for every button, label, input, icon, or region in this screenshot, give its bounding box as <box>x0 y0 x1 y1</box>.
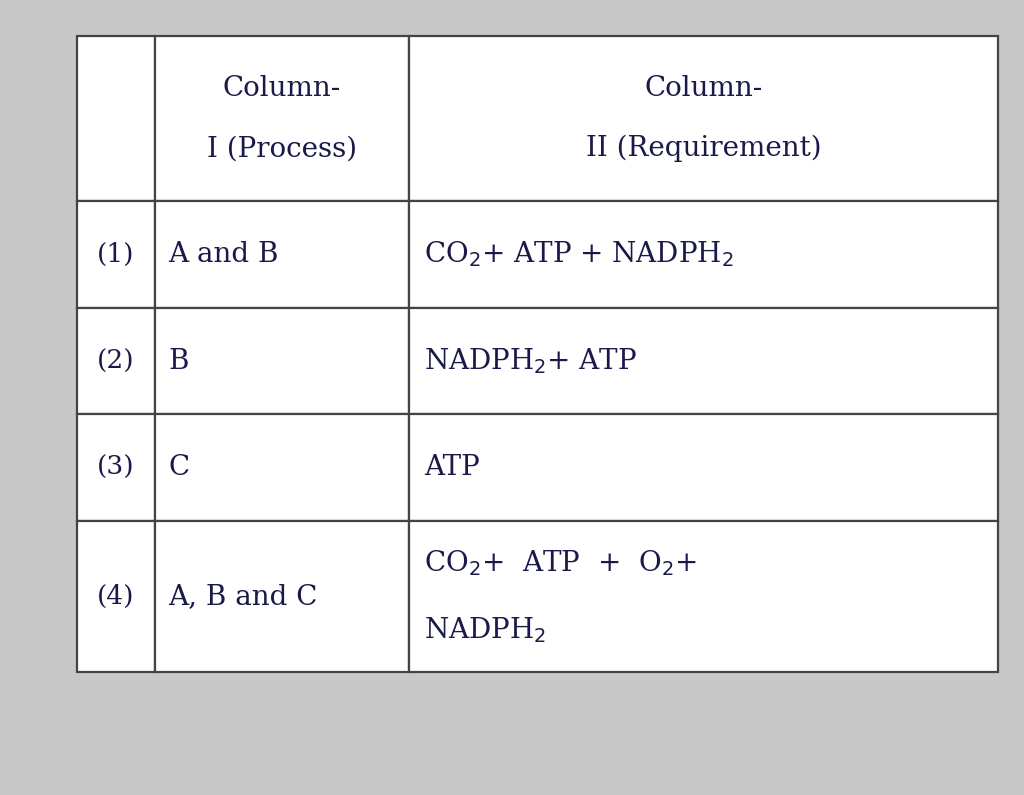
Text: A and B: A and B <box>169 241 279 268</box>
Text: (2): (2) <box>97 349 135 374</box>
Bar <box>77 308 156 414</box>
Text: (4): (4) <box>97 584 135 609</box>
Bar <box>156 522 409 672</box>
Bar <box>409 308 998 414</box>
Bar <box>77 414 156 522</box>
Text: (1): (1) <box>97 242 135 267</box>
Text: B: B <box>169 347 189 374</box>
Bar <box>409 414 998 522</box>
Bar <box>156 414 409 522</box>
Text: Column-: Column- <box>644 75 763 102</box>
Bar <box>409 522 998 672</box>
Bar <box>77 522 156 672</box>
Text: C: C <box>169 454 189 481</box>
Text: (3): (3) <box>97 456 135 480</box>
Text: ATP: ATP <box>424 454 479 481</box>
Text: Column-: Column- <box>223 75 341 102</box>
Text: CO$_2$+ ATP + NADPH$_2$: CO$_2$+ ATP + NADPH$_2$ <box>424 239 733 270</box>
Text: I (Process): I (Process) <box>207 135 357 162</box>
Bar <box>77 201 156 308</box>
Text: II (Requirement): II (Requirement) <box>586 135 821 162</box>
Text: NADPH$_2$: NADPH$_2$ <box>424 615 546 645</box>
Text: CO$_2$+  ATP  +  O$_2$+: CO$_2$+ ATP + O$_2$+ <box>424 549 696 578</box>
Bar <box>156 201 409 308</box>
Bar <box>156 36 409 201</box>
Bar <box>409 201 998 308</box>
Text: A, B and C: A, B and C <box>169 583 317 610</box>
Bar <box>77 36 156 201</box>
Text: NADPH$_2$+ ATP: NADPH$_2$+ ATP <box>424 347 637 376</box>
Bar <box>156 308 409 414</box>
Bar <box>409 36 998 201</box>
